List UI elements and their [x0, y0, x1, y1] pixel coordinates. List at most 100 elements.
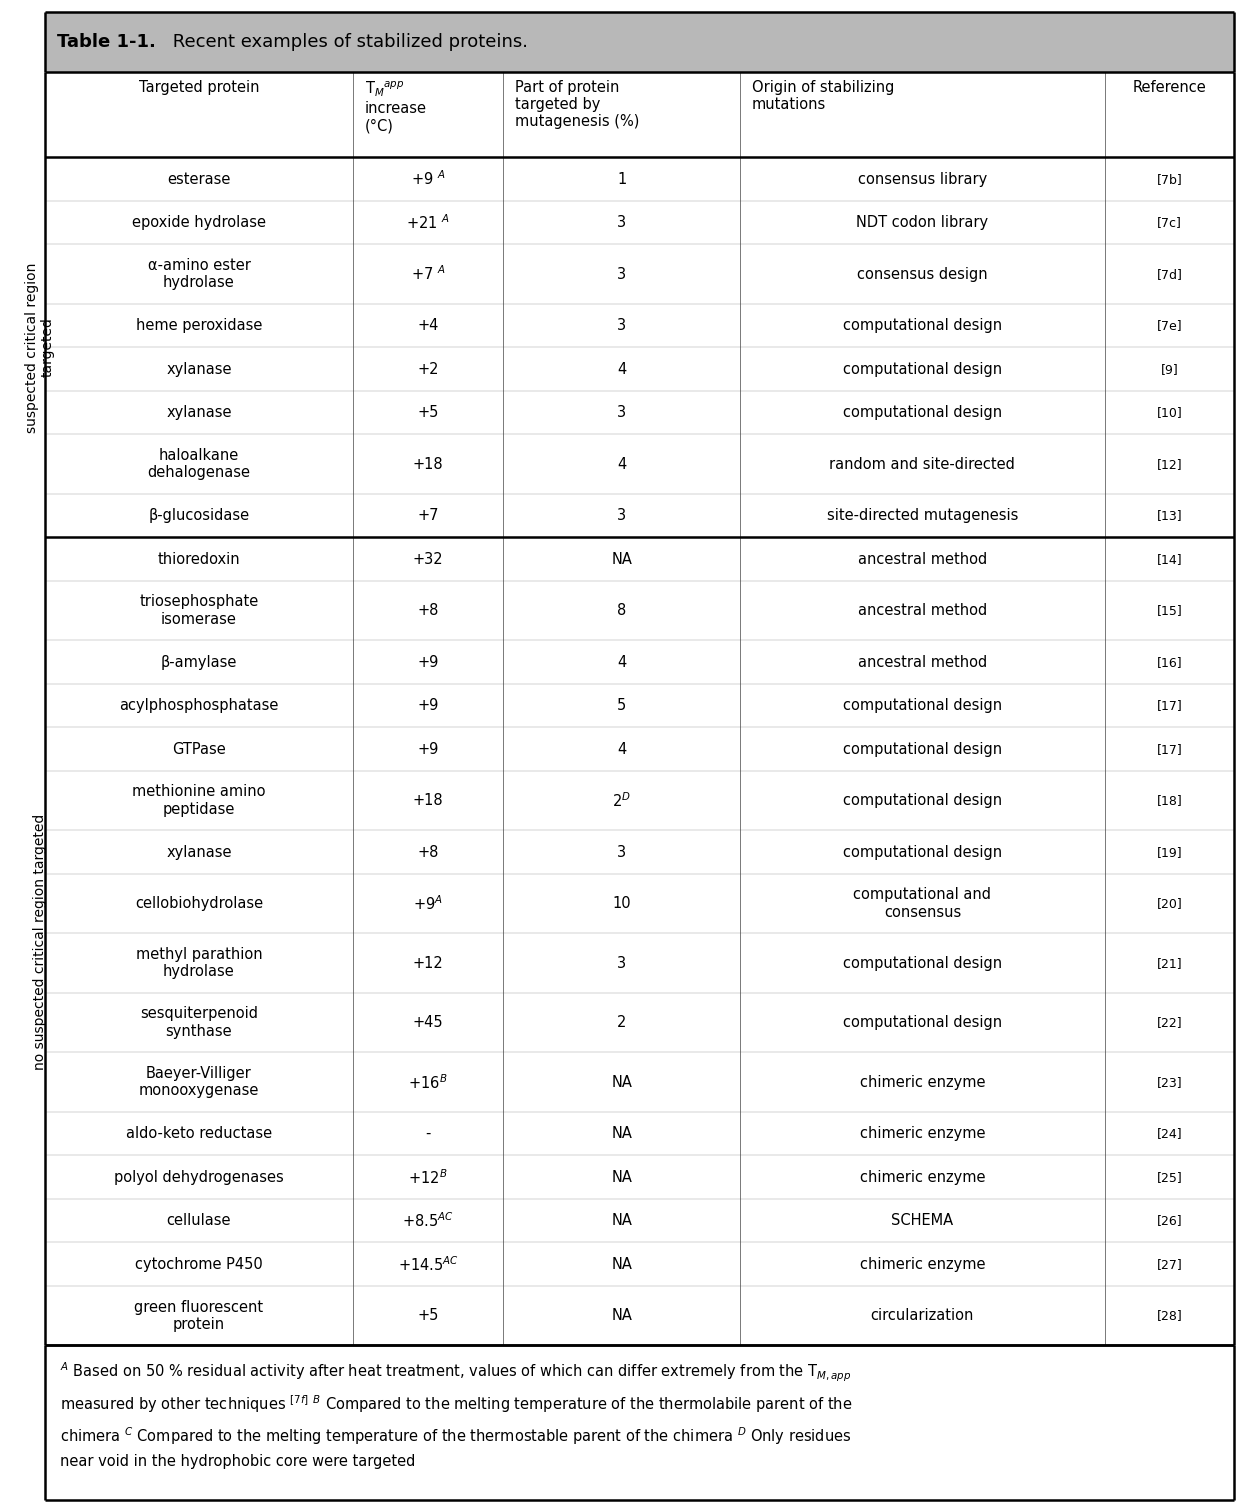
Text: chimeric enzyme: chimeric enzyme	[860, 1256, 985, 1272]
Text: GTPase: GTPase	[172, 741, 225, 756]
Text: Table 1-1.: Table 1-1.	[58, 33, 156, 51]
Text: ancestral method: ancestral method	[858, 655, 987, 670]
Text: sesquiterpenoid
synthase: sesquiterpenoid synthase	[140, 1007, 258, 1039]
Text: Reference: Reference	[1133, 80, 1207, 95]
Text: consensus library: consensus library	[858, 172, 987, 186]
Text: computational design: computational design	[843, 1015, 1002, 1030]
Text: β-glucosidase: β-glucosidase	[149, 508, 249, 523]
Text: +18: +18	[413, 794, 443, 807]
Text: [9]: [9]	[1161, 363, 1178, 375]
Text: SCHEMA: SCHEMA	[891, 1213, 954, 1228]
Text: heme peroxidase: heme peroxidase	[135, 318, 262, 333]
Text: 1: 1	[617, 172, 626, 186]
Text: α-amino ester
hydrolase: α-amino ester hydrolase	[148, 259, 250, 290]
Text: +14.5$^{AC}$: +14.5$^{AC}$	[398, 1255, 458, 1273]
Text: site-directed mutagenesis: site-directed mutagenesis	[826, 508, 1018, 523]
Text: [14]: [14]	[1157, 552, 1182, 565]
Text: Baeyer-Villiger
monooxygenase: Baeyer-Villiger monooxygenase	[139, 1066, 259, 1098]
Text: [18]: [18]	[1157, 794, 1182, 807]
Text: esterase: esterase	[168, 172, 230, 186]
Text: +2: +2	[417, 361, 439, 376]
Text: NA: NA	[611, 1308, 632, 1323]
Text: epoxide hydrolase: epoxide hydrolase	[131, 215, 265, 230]
Text: consensus design: consensus design	[858, 266, 988, 281]
Text: acylphosphosphatase: acylphosphosphatase	[119, 699, 279, 714]
Text: 3: 3	[617, 266, 626, 281]
Text: triosephosphate
isomerase: triosephosphate isomerase	[139, 594, 259, 627]
Text: haloalkane
dehalogenase: haloalkane dehalogenase	[148, 448, 250, 481]
Text: NDT codon library: NDT codon library	[856, 215, 989, 230]
Text: +32: +32	[413, 552, 443, 567]
Text: [7c]: [7c]	[1157, 216, 1182, 230]
Text: NA: NA	[611, 1075, 632, 1090]
Text: +18: +18	[413, 457, 443, 472]
Text: 8: 8	[617, 603, 626, 618]
Text: +8: +8	[417, 603, 439, 618]
Text: ancestral method: ancestral method	[858, 552, 987, 567]
Text: [17]: [17]	[1157, 742, 1182, 756]
Text: [16]: [16]	[1157, 656, 1182, 668]
Text: NA: NA	[611, 1256, 632, 1272]
Text: $^A$ Based on 50 % residual activity after heat treatment, values of which can d: $^A$ Based on 50 % residual activity aft…	[60, 1361, 853, 1470]
Text: T$_M$$^{app}$
increase
(°C): T$_M$$^{app}$ increase (°C)	[366, 80, 427, 133]
Text: [26]: [26]	[1157, 1214, 1182, 1228]
Text: 3: 3	[617, 508, 626, 523]
Text: green fluorescent
protein: green fluorescent protein	[134, 1299, 264, 1332]
Text: [27]: [27]	[1157, 1258, 1182, 1270]
Text: +45: +45	[413, 1015, 443, 1030]
Text: NA: NA	[611, 1213, 632, 1228]
Text: computational design: computational design	[843, 741, 1002, 756]
Bar	[45, 12, 1234, 71]
Text: [13]: [13]	[1157, 510, 1182, 522]
Text: polyol dehydrogenases: polyol dehydrogenases	[114, 1170, 284, 1185]
Text: 2: 2	[617, 1015, 626, 1030]
Text: +12$^{B}$: +12$^{B}$	[408, 1167, 448, 1187]
Text: +9: +9	[417, 699, 439, 714]
Text: +8: +8	[417, 845, 439, 860]
Text: cellulase: cellulase	[167, 1213, 232, 1228]
Text: chimeric enzyme: chimeric enzyme	[860, 1126, 985, 1142]
Text: xylanase: xylanase	[167, 405, 232, 420]
Text: Recent examples of stabilized proteins.: Recent examples of stabilized proteins.	[167, 33, 528, 51]
Text: methionine amino
peptidase: methionine amino peptidase	[133, 785, 265, 816]
Text: computational design: computational design	[843, 318, 1002, 333]
Text: ancestral method: ancestral method	[858, 603, 987, 618]
Text: β-amylase: β-amylase	[160, 655, 237, 670]
Text: random and site-directed: random and site-directed	[830, 457, 1015, 472]
Text: NA: NA	[611, 1170, 632, 1185]
Text: +16$^{B}$: +16$^{B}$	[408, 1074, 448, 1092]
Text: [22]: [22]	[1157, 1016, 1182, 1030]
Text: [20]: [20]	[1157, 897, 1182, 910]
Text: computational design: computational design	[843, 361, 1002, 376]
Text: [24]: [24]	[1157, 1128, 1182, 1140]
Text: 4: 4	[617, 457, 626, 472]
Text: 3: 3	[617, 956, 626, 971]
Text: suspected critical region
targeted: suspected critical region targeted	[25, 262, 55, 432]
Text: computational design: computational design	[843, 794, 1002, 807]
Text: [7d]: [7d]	[1157, 268, 1182, 281]
Text: aldo-keto reductase: aldo-keto reductase	[126, 1126, 272, 1142]
Text: xylanase: xylanase	[167, 845, 232, 860]
Text: [28]: [28]	[1157, 1309, 1182, 1321]
Text: [7b]: [7b]	[1157, 172, 1182, 186]
Text: 5: 5	[617, 699, 626, 714]
Text: +4: +4	[417, 318, 439, 333]
Text: Origin of stabilizing
mutations: Origin of stabilizing mutations	[751, 80, 894, 112]
Text: +9: +9	[417, 741, 439, 756]
Text: +12: +12	[413, 956, 443, 971]
Text: Targeted protein: Targeted protein	[139, 80, 259, 95]
Text: +7: +7	[417, 508, 439, 523]
Text: +9: +9	[417, 655, 439, 670]
Text: NA: NA	[611, 1126, 632, 1142]
Text: no suspected critical region targeted: no suspected critical region targeted	[33, 813, 48, 1069]
Text: [23]: [23]	[1157, 1075, 1182, 1089]
Text: [7e]: [7e]	[1157, 319, 1182, 333]
Text: [25]: [25]	[1157, 1170, 1182, 1184]
Text: 10: 10	[612, 897, 631, 912]
Text: [10]: [10]	[1157, 407, 1182, 419]
Text: chimeric enzyme: chimeric enzyme	[860, 1075, 985, 1090]
Bar	[45, 1346, 1234, 1500]
Text: cytochrome P450: cytochrome P450	[135, 1256, 263, 1272]
Text: +7 $^{A}$: +7 $^{A}$	[411, 265, 446, 283]
Text: [21]: [21]	[1157, 957, 1182, 969]
